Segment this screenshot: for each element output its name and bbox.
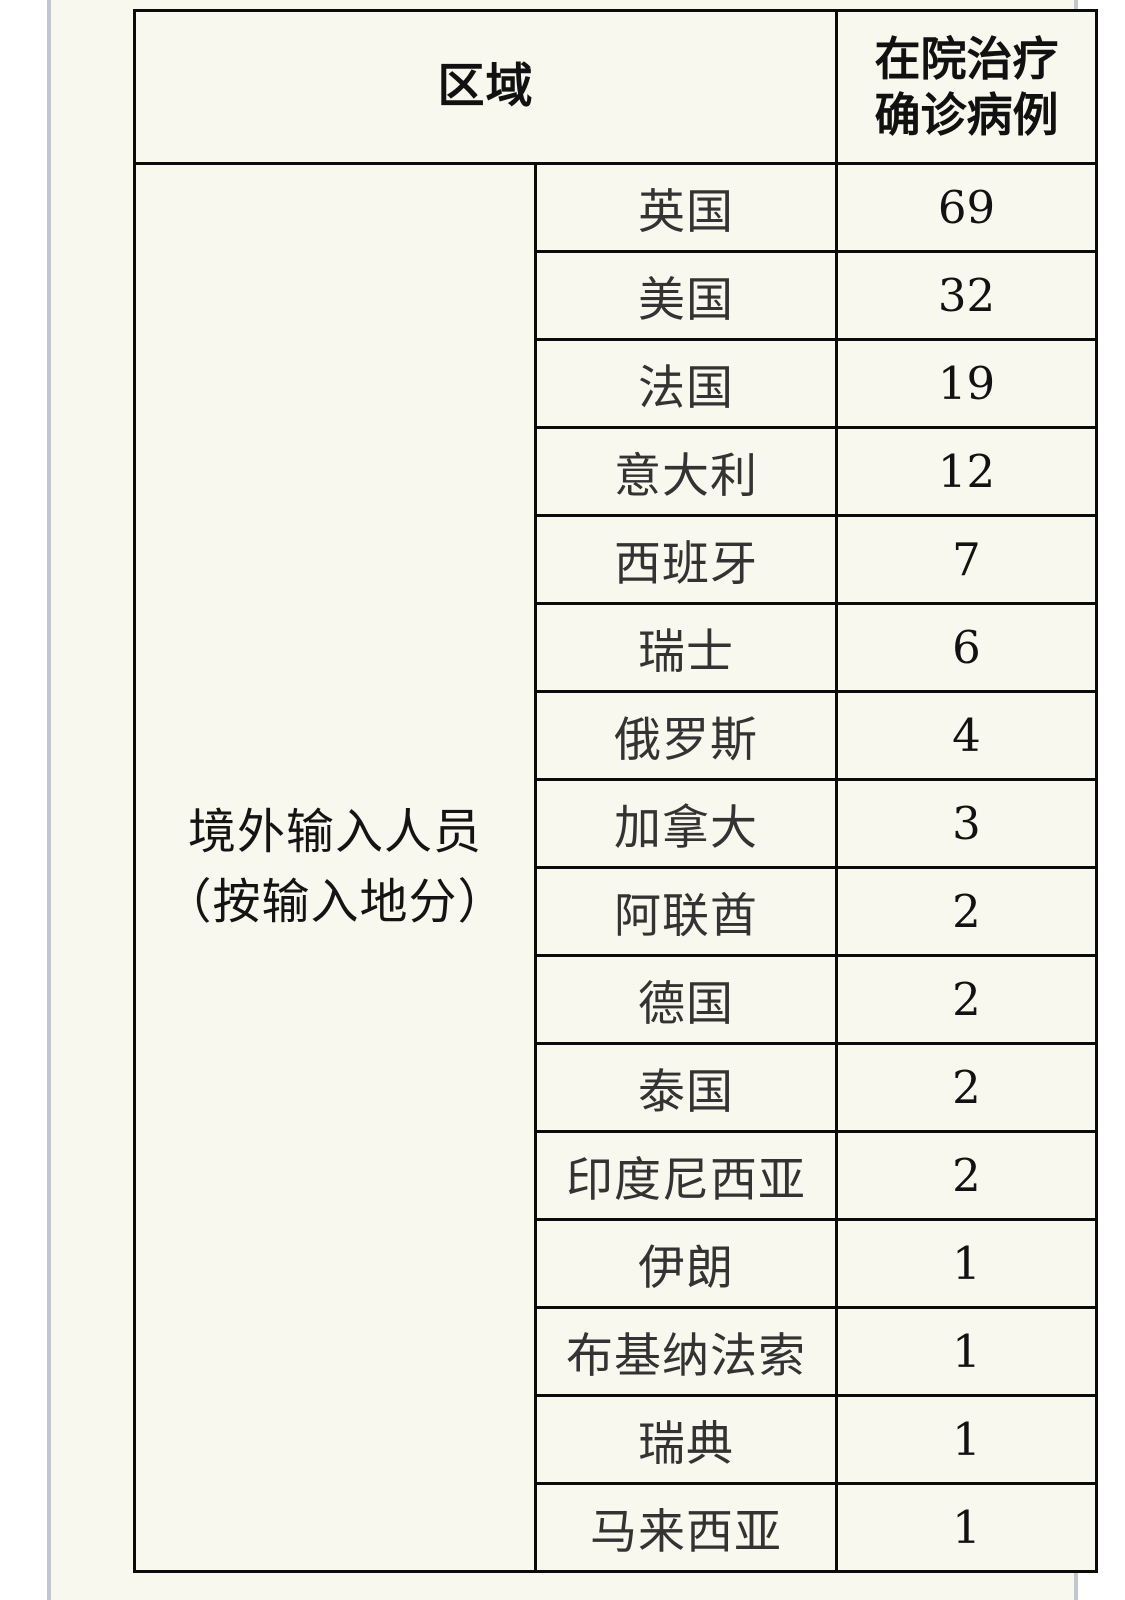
- cell-case-count: 2: [835, 1042, 1098, 1133]
- column-header-in-hospital-confirmed-cases: 在院治疗 确诊病例: [835, 9, 1098, 165]
- table-row: 瑞典 1: [135, 1394, 1098, 1485]
- table-row: 瑞士 6: [135, 602, 1098, 693]
- cell-place-name: 法国: [534, 338, 838, 429]
- statistics-table-container: 区域 在院治疗 确诊病例 境外输入人员 （按输入地分） 英国 69 美国 32 法国 19 意大…: [133, 9, 1098, 1573]
- cell-place-name: 西班牙: [534, 514, 838, 605]
- cell-place-name: 印度尼西亚: [534, 1130, 838, 1221]
- cell-case-count: 12: [835, 426, 1098, 517]
- table-row: 意大利 12: [135, 426, 1098, 517]
- cell-place-name: 俄罗斯: [534, 690, 838, 781]
- table-row: 伊朗 1: [135, 1218, 1098, 1309]
- cell-case-count: 2: [835, 954, 1098, 1045]
- cell-place-name: 加拿大: [534, 778, 838, 869]
- row-group-label-line-2: （按输入地分）: [163, 873, 507, 930]
- cell-case-count: 19: [835, 338, 1098, 429]
- cell-place-name: 布基纳法索: [534, 1306, 838, 1397]
- table-row: 布基纳法索 1: [135, 1306, 1098, 1397]
- statistics-table: 区域 在院治疗 确诊病例 境外输入人员 （按输入地分） 英国 69 美国 32 法国 19 意大…: [133, 9, 1098, 1573]
- cell-case-count: 1: [835, 1482, 1098, 1573]
- table-row: 境外输入人员 （按输入地分） 英国 69: [133, 162, 1098, 1573]
- column-header-count-line-2: 确诊病例: [874, 88, 1059, 142]
- cell-place-name: 英国: [534, 162, 838, 253]
- table-row: 俄罗斯 4: [135, 690, 1098, 781]
- table-row: 马来西亚 1: [135, 1482, 1098, 1573]
- cell-place-name: 瑞典: [534, 1394, 838, 1485]
- cell-case-count: 32: [835, 250, 1098, 341]
- cell-place-name: 瑞士: [534, 602, 838, 693]
- table-body: 境外输入人员 （按输入地分） 英国 69 美国 32 法国 19 意大利 12 西班牙 7 瑞士 6 俄罗斯…: [133, 162, 1098, 1573]
- cell-case-count: 2: [835, 866, 1098, 957]
- table-row: 西班牙 7: [135, 514, 1098, 605]
- table-row: 法国 19: [135, 338, 1098, 429]
- cell-place-name: 伊朗: [534, 1218, 838, 1309]
- cell-place-name: 阿联酋: [534, 866, 838, 957]
- cell-case-count: 1: [835, 1306, 1098, 1397]
- cell-place-name: 德国: [534, 954, 838, 1045]
- table-row: 泰国 2: [135, 1042, 1098, 1133]
- cell-case-count: 69: [835, 162, 1098, 253]
- document-sheet: 区域 在院治疗 确诊病例 境外输入人员 （按输入地分） 英国 69 美国 32 法国 19 意大…: [51, 0, 1098, 1600]
- cell-case-count: 1: [835, 1218, 1098, 1309]
- cell-case-count: 3: [835, 778, 1098, 869]
- column-header-region: 区域: [133, 9, 838, 165]
- column-header-count-line-1: 在院治疗: [874, 31, 1059, 86]
- table-row: 阿联酋 2: [135, 866, 1098, 957]
- cell-place-name: 马来西亚: [534, 1482, 838, 1573]
- table-header: 区域 在院治疗 确诊病例: [133, 9, 1098, 165]
- row-group-label-line-1: 境外输入人员: [187, 803, 482, 860]
- header-row: 区域 在院治疗 确诊病例: [133, 9, 1098, 165]
- cell-place-name: 美国: [534, 250, 838, 341]
- left-margin-rule: [47, 0, 51, 1600]
- cell-case-count: 4: [835, 690, 1098, 781]
- table-row: 美国 32: [135, 250, 1098, 341]
- cell-case-count: 7: [835, 514, 1098, 605]
- cell-case-count: 1: [835, 1394, 1098, 1485]
- cell-place-name: 泰国: [534, 1042, 838, 1133]
- cell-case-count: 2: [835, 1130, 1098, 1221]
- cell-case-count: 6: [835, 602, 1098, 693]
- table-row: 加拿大 3: [135, 778, 1098, 869]
- table-row: 印度尼西亚 2: [135, 1130, 1098, 1221]
- table-row: 德国 2: [135, 954, 1098, 1045]
- row-group-label-imported-cases: 境外输入人员 （按输入地分）: [133, 162, 537, 1573]
- cell-place-name: 意大利: [534, 426, 838, 517]
